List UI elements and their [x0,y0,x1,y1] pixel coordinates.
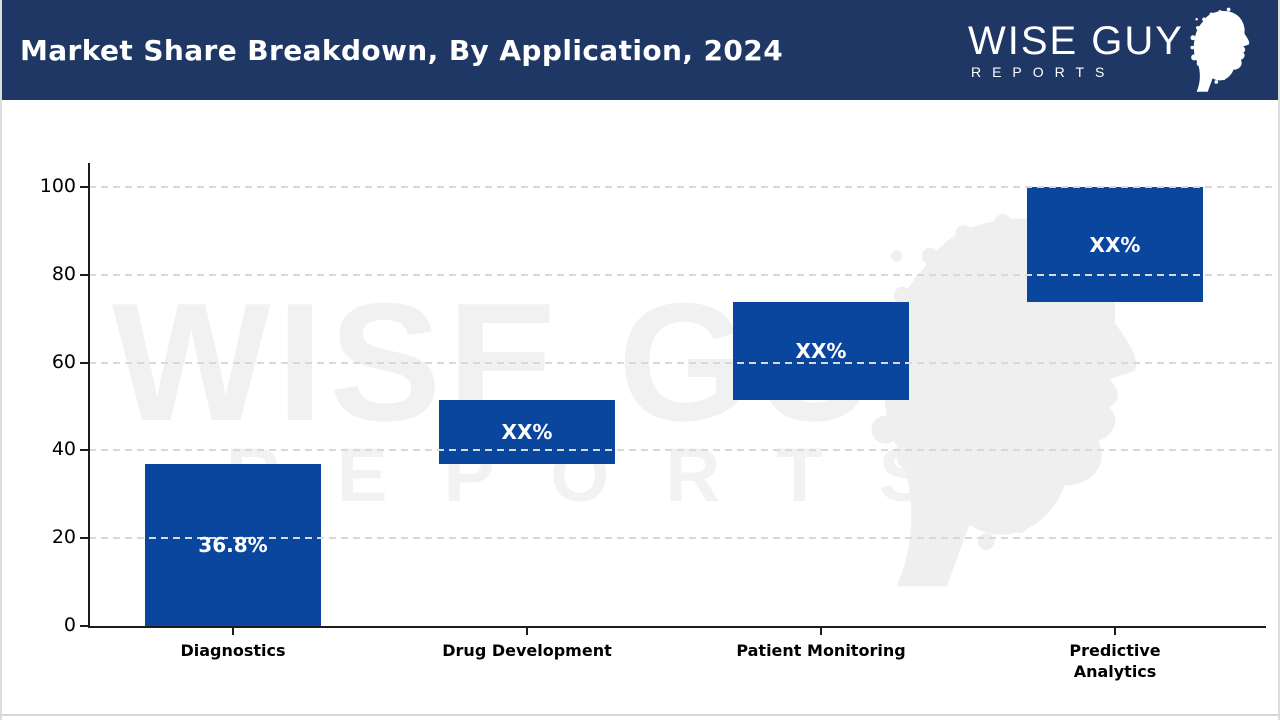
x-tick-2 [820,628,822,635]
bottom-border-line [2,714,1278,716]
category-label-line: Diagnostics [180,641,286,660]
category-label: Predictive Analytics [985,640,1245,682]
header-bar: Market Share Breakdown, By Application, … [2,0,1278,100]
logo-wordmark: WISE GUY [967,18,1184,63]
x-tick-3 [1114,628,1116,635]
y-tick-label-20: 20 [51,526,76,549]
bar-value-label: XX% [1089,232,1141,257]
y-tick-label-0: 0 [63,614,76,636]
x-axis-spine [88,626,1266,628]
y-tick-80 [80,273,88,276]
y-tick-label-80: 80 [51,262,76,285]
gridline-y100 [89,186,1272,188]
chart-title: Market Share Breakdown, By Application, … [20,33,784,67]
y-tick-0 [80,625,88,627]
category-label: Patient Monitoring [691,640,951,661]
logo-subtext: REPORTS [970,63,1116,80]
gridline-y80 [89,273,1272,276]
category-label-line: Predictive [1069,641,1161,660]
category-label-line: Patient Monitoring [736,641,906,660]
category-label-line: Analytics [1073,662,1157,681]
bar-value-label: XX% [795,339,847,364]
gridline-y40 [89,449,1272,452]
bar-value-label: 36.8% [198,533,268,558]
category-label-line: Drug Development [442,641,612,660]
y-tick-label-60: 60 [51,350,76,373]
bar-value-label: XX% [501,420,553,445]
gridline-y60 [89,361,1272,364]
y-tick-label-100: 100 [39,175,76,197]
y-tick-100 [80,186,88,188]
y-tick-20 [80,537,88,540]
bar-diagnostics [145,464,321,626]
gridline-y20 [89,537,1272,540]
y-axis-spine [88,163,90,628]
wiseguy-logo: WISE GUY REPORTS [968,7,1252,93]
logo-wordmark-block: WISE GUY REPORTS [968,21,1184,80]
bar-drug-development [439,399,615,465]
y-tick-60 [80,361,88,364]
x-tick-1 [526,628,528,635]
y-tick-40 [80,449,88,452]
y-tick-label-40: 40 [51,438,76,461]
category-label: Drug Development [397,640,657,661]
x-tick-0 [232,628,234,635]
category-label: Diagnostics [103,640,363,661]
